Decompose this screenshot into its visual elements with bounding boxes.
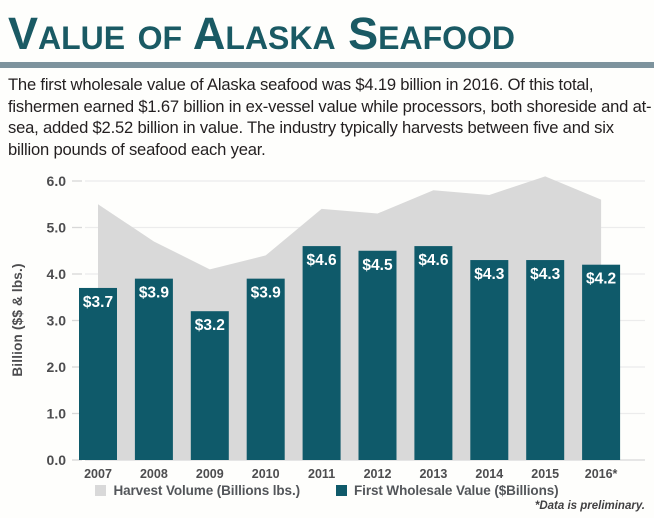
y-tick-label: 5.0 [47,220,67,236]
harvest-volume-swatch-icon [95,485,107,496]
bar-2016* [582,264,621,460]
y-tick-label: 1.0 [47,406,67,422]
title-underline [0,62,654,68]
legend-item-first-wholesale-value: First Wholesale Value ($Billions) [336,483,559,498]
x-tick-label: 2009 [196,467,224,481]
bar-2011 [302,246,341,460]
bar-2010 [246,278,285,460]
y-tick-label: 0.0 [47,452,67,468]
bar-2007 [79,287,117,460]
bar-label: $4.5 [362,257,393,274]
y-axis-title: Billion ($$ & lbs.) [10,263,25,377]
y-tick-label: 4.0 [47,266,67,282]
x-tick-label: 2014 [475,467,503,481]
x-tick-label: 2015 [531,467,559,481]
x-tick-label: 2013 [419,467,447,481]
bar-2009 [190,311,229,460]
page-title: Value of Alaska Seafood [8,8,516,59]
x-tick-label: 2010 [252,467,280,481]
x-tick-label: 2008 [140,467,168,481]
y-tick-label: 3.0 [47,313,67,329]
bar-label: $4.6 [418,252,449,269]
bar-2012 [358,250,397,460]
legend-label-first-wholesale-value: First Wholesale Value ($Billions) [354,483,559,498]
x-tick-label: 2011 [308,467,335,481]
bar-label: $4.6 [307,252,338,269]
legend-item-harvest-volume: Harvest Volume (Billions lbs.) [95,483,300,498]
x-tick-label: 2012 [364,467,392,481]
legend-label-harvest-volume: Harvest Volume (Billions lbs.) [113,483,301,498]
bar-label: $3.9 [251,285,282,302]
bar-2013 [414,246,453,460]
bar-label: $4.2 [586,271,616,288]
bar-label: $3.9 [139,285,170,302]
x-tick-label: 2016* [585,467,618,481]
harvest-volume-area [98,176,602,460]
footnote: *Data is preliminary. [534,500,645,512]
chart-legend: Harvest Volume (Billions lbs.) First Who… [0,483,654,498]
bar-label: $4.3 [530,266,561,283]
bar-2015 [526,260,565,460]
bar-2008 [134,278,173,460]
y-tick-label: 2.0 [47,359,67,375]
first-wholesale-value-swatch-icon [336,485,348,496]
x-tick-label: 2007 [84,467,112,481]
bar-label: $3.2 [195,317,225,334]
bar-label: $4.3 [474,266,505,283]
bar-label: $3.7 [83,294,113,311]
bar-2014 [470,260,509,460]
intro-paragraph: The first wholesale value of Alaska seaf… [8,75,652,159]
y-tick-label: 6.0 [47,173,67,189]
